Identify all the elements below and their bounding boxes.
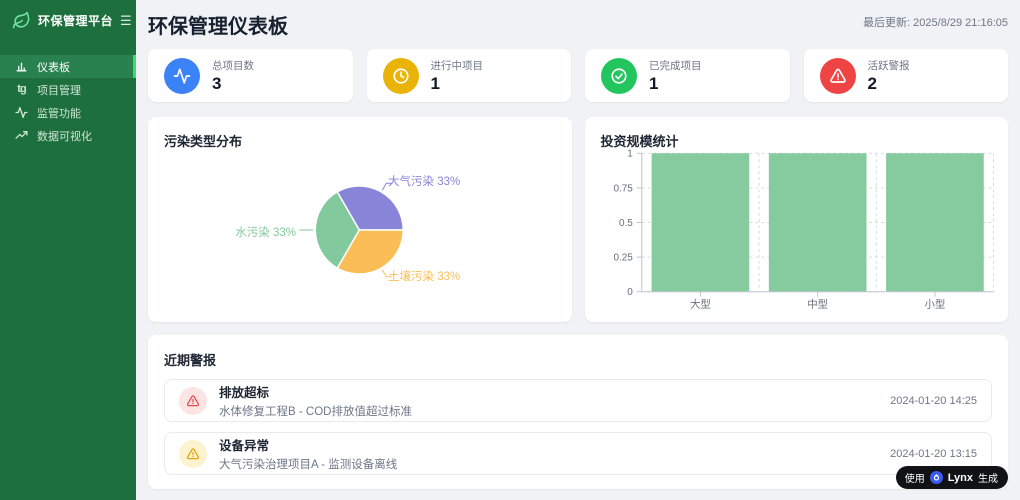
alert-triangle-icon (819, 57, 856, 94)
sidebar-header: 环保管理平台 ☰ (0, 0, 136, 41)
sidebar-item-label: 数据可视化 (37, 130, 92, 143)
clock-icon (382, 57, 419, 94)
svg-text:0.75: 0.75 (613, 183, 633, 194)
sidebar-item-label: 项目管理 (37, 84, 81, 97)
lynx-generated-badge[interactable]: 使用 Lynx 生成 (895, 466, 1008, 489)
svg-text:1: 1 (627, 149, 633, 160)
sidebar-item-supervision[interactable]: 监管功能 (0, 101, 136, 124)
activity-icon (15, 106, 28, 119)
menu-icon[interactable]: ☰ (120, 13, 132, 28)
svg-text:中型: 中型 (807, 298, 828, 311)
recent-alerts-card: 近期警报 排放超标 水体修复工程B - COD排放值超过标准 2024-01-2… (148, 335, 1008, 489)
alert-description: 水体修复工程B - COD排放值超过标准 (219, 406, 412, 418)
sidebar-item-dashboard[interactable]: 仪表板 (0, 55, 136, 78)
stat-value: 3 (212, 73, 222, 93)
badge-prefix: 使用 (904, 474, 925, 485)
pie-slice-label-air: 大气污染 33% (388, 176, 461, 188)
svg-text:0: 0 (627, 287, 633, 298)
sidebar-nav: 仪表板 tg 项目管理 监管功能 数据可视化 (0, 55, 136, 147)
stat-card-completed: 已完成项目 1 (585, 49, 790, 102)
leaf-logo-icon (12, 11, 31, 30)
stat-value: 1 (430, 73, 440, 93)
projects-icon: tg (17, 83, 26, 95)
stat-card-total-projects: 总项目数 3 (148, 49, 353, 102)
page-title: 环保管理仪表板 (148, 16, 288, 38)
recent-alerts-title: 近期警报 (164, 353, 217, 368)
alert-title: 设备异常 (219, 439, 270, 453)
alert-triangle-icon (179, 386, 207, 415)
stat-card-active-alerts: 活跃警报 2 (803, 49, 1008, 102)
sidebar-item-label: 监管功能 (37, 107, 81, 120)
alert-timestamp: 2024-01-20 13:15 (890, 447, 977, 460)
stat-label: 已完成项目 (649, 59, 702, 72)
charts-row: 污染类型分布 大气污染 33% 土壤污染 33% 水污染 33% 投资规模统计 … (148, 117, 1008, 322)
check-circle-icon (601, 57, 637, 94)
stat-label: 总项目数 (212, 59, 254, 72)
pie-slice-label-soil: 土壤污染 33% (388, 271, 461, 283)
pie-chart-title: 污染类型分布 (164, 134, 243, 149)
badge-suffix: 生成 (978, 474, 998, 485)
main-header: 环保管理仪表板 最后更新: 2025/8/29 21:16:05 (148, 10, 1008, 39)
alert-description: 大气污染治理项目A - 监测设备离线 (219, 459, 398, 471)
app-title: 环保管理平台 (38, 14, 114, 28)
svg-text:小型: 小型 (924, 298, 945, 311)
alert-row-emission[interactable]: 排放超标 水体修复工程B - COD排放值超过标准 2024-01-20 14:… (164, 379, 992, 422)
main-content: 环保管理仪表板 最后更新: 2025/8/29 21:16:05 总项目数 3 … (136, 0, 1020, 500)
alert-title: 排放超标 (219, 386, 270, 400)
last-updated-text: 最后更新: 2025/8/29 21:16:05 (863, 17, 1008, 29)
activity-icon (164, 57, 200, 94)
sidebar-item-projects[interactable]: tg 项目管理 (0, 78, 136, 101)
lynx-logo-icon (929, 471, 943, 484)
stat-label: 活跃警报 (867, 59, 910, 72)
alert-timestamp: 2024-01-20 14:25 (890, 394, 977, 407)
svg-text:0.25: 0.25 (613, 253, 633, 264)
bar-chart-card: 投资规模统计 0 0.25 0.5 0.75 1 大型 中型 小型 (584, 117, 1008, 322)
stat-value: 1 (649, 73, 659, 93)
alert-triangle-icon (179, 439, 207, 468)
badge-brand: Lynx (947, 471, 973, 484)
pie-chart-card: 污染类型分布 大气污染 33% 土壤污染 33% 水污染 33% (148, 117, 572, 322)
alert-row-equipment[interactable]: 设备异常 大气污染治理项目A - 监测设备离线 2024-01-20 13:15 (164, 432, 992, 475)
trending-up-icon (15, 129, 28, 142)
svg-text:大型: 大型 (689, 298, 710, 311)
stat-label: 进行中项目 (430, 59, 484, 72)
bar-chart-icon (15, 60, 28, 73)
bar-chart: 0 0.25 0.5 0.75 1 大型 中型 小型 (613, 149, 994, 311)
stat-value: 2 (867, 73, 877, 93)
pie-slice-label-water: 水污染 33% (235, 227, 296, 239)
pie-chart (299, 182, 405, 278)
sidebar: 环保管理平台 ☰ 仪表板 tg 项目管理 监管功能 (0, 0, 136, 500)
stat-card-in-progress: 进行中项目 1 (366, 49, 571, 102)
stat-cards-row: 总项目数 3 进行中项目 1 已完成项目 1 (148, 49, 1008, 102)
svg-text:0.5: 0.5 (618, 218, 632, 229)
sidebar-item-data-viz[interactable]: 数据可视化 (0, 124, 136, 147)
bar-chart-title: 投资规模统计 (600, 134, 679, 149)
sidebar-item-label: 仪表板 (37, 61, 70, 74)
